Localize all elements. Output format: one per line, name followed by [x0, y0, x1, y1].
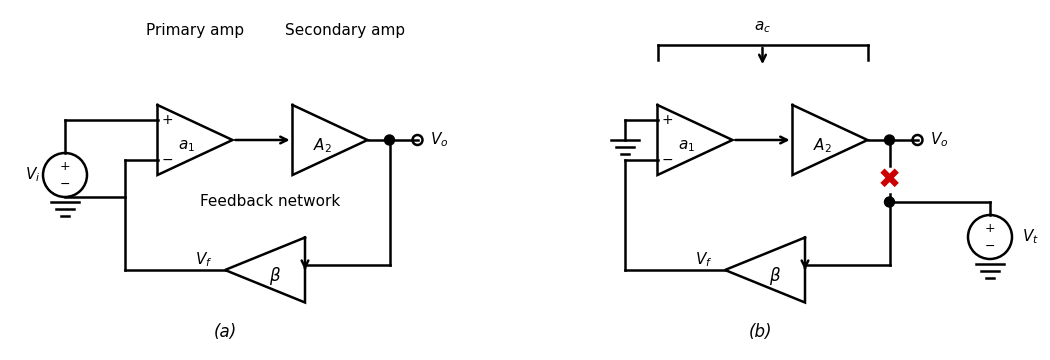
Text: $a_c$: $a_c$	[754, 19, 771, 35]
Text: $V_o$: $V_o$	[929, 131, 948, 149]
Text: (a): (a)	[213, 323, 236, 341]
Text: $V_f$: $V_f$	[195, 251, 213, 269]
Text: −: −	[60, 177, 70, 190]
Text: −: −	[162, 153, 173, 167]
Text: $A_2$: $A_2$	[813, 137, 832, 156]
Text: $V_t$: $V_t$	[1022, 228, 1038, 246]
Text: $\beta$: $\beta$	[769, 265, 781, 287]
Text: (b): (b)	[749, 323, 772, 341]
Text: −: −	[662, 153, 673, 167]
Circle shape	[884, 135, 895, 145]
Circle shape	[384, 135, 395, 145]
Text: +: +	[985, 222, 995, 235]
Text: $\beta$: $\beta$	[269, 265, 281, 287]
Text: Feedback network: Feedback network	[200, 194, 340, 210]
Text: $V_o$: $V_o$	[429, 131, 448, 149]
Text: ✖: ✖	[878, 166, 901, 194]
Text: $V_i$: $V_i$	[25, 166, 41, 184]
Text: $A_2$: $A_2$	[313, 137, 332, 156]
Text: +: +	[60, 161, 70, 174]
Text: $a_1$: $a_1$	[678, 138, 695, 154]
Text: $a_1$: $a_1$	[178, 138, 195, 154]
Text: $V_f$: $V_f$	[695, 251, 713, 269]
Circle shape	[884, 197, 895, 207]
Text: +: +	[662, 113, 673, 127]
Text: Secondary amp: Secondary amp	[285, 22, 405, 37]
Text: Primary amp: Primary amp	[146, 22, 244, 37]
Text: +: +	[162, 113, 173, 127]
Text: −: −	[985, 239, 995, 252]
